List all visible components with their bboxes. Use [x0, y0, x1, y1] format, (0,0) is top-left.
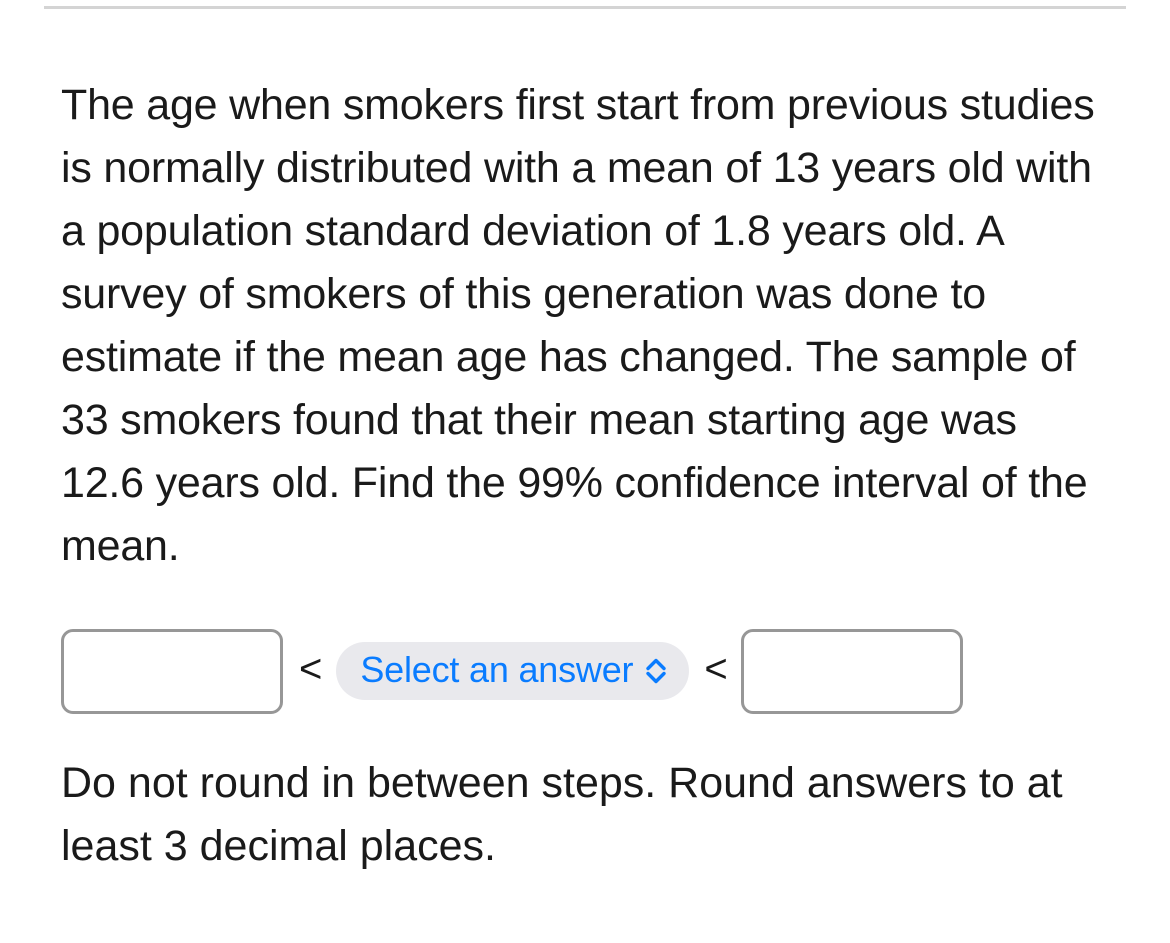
confidence-interval-answer-row: < Select an answer < — [61, 626, 1121, 716]
question-content: The age when smokers first start from pr… — [61, 74, 1121, 878]
select-an-answer-label: Select an answer — [360, 649, 634, 690]
rounding-instructions: Do not round in between steps. Round ans… — [61, 759, 1063, 870]
select-an-answer-dropdown[interactable]: Select an answer — [336, 642, 690, 700]
lower-bound-input[interactable] — [61, 628, 283, 714]
less-than-sign-right: < — [704, 647, 728, 691]
upper-bound-input[interactable] — [740, 628, 963, 714]
top-divider — [44, 6, 1126, 9]
question-prompt: The age when smokers first start from pr… — [61, 81, 1095, 570]
chevron-up-down-icon — [645, 656, 667, 686]
less-than-sign-left: < — [299, 647, 323, 691]
